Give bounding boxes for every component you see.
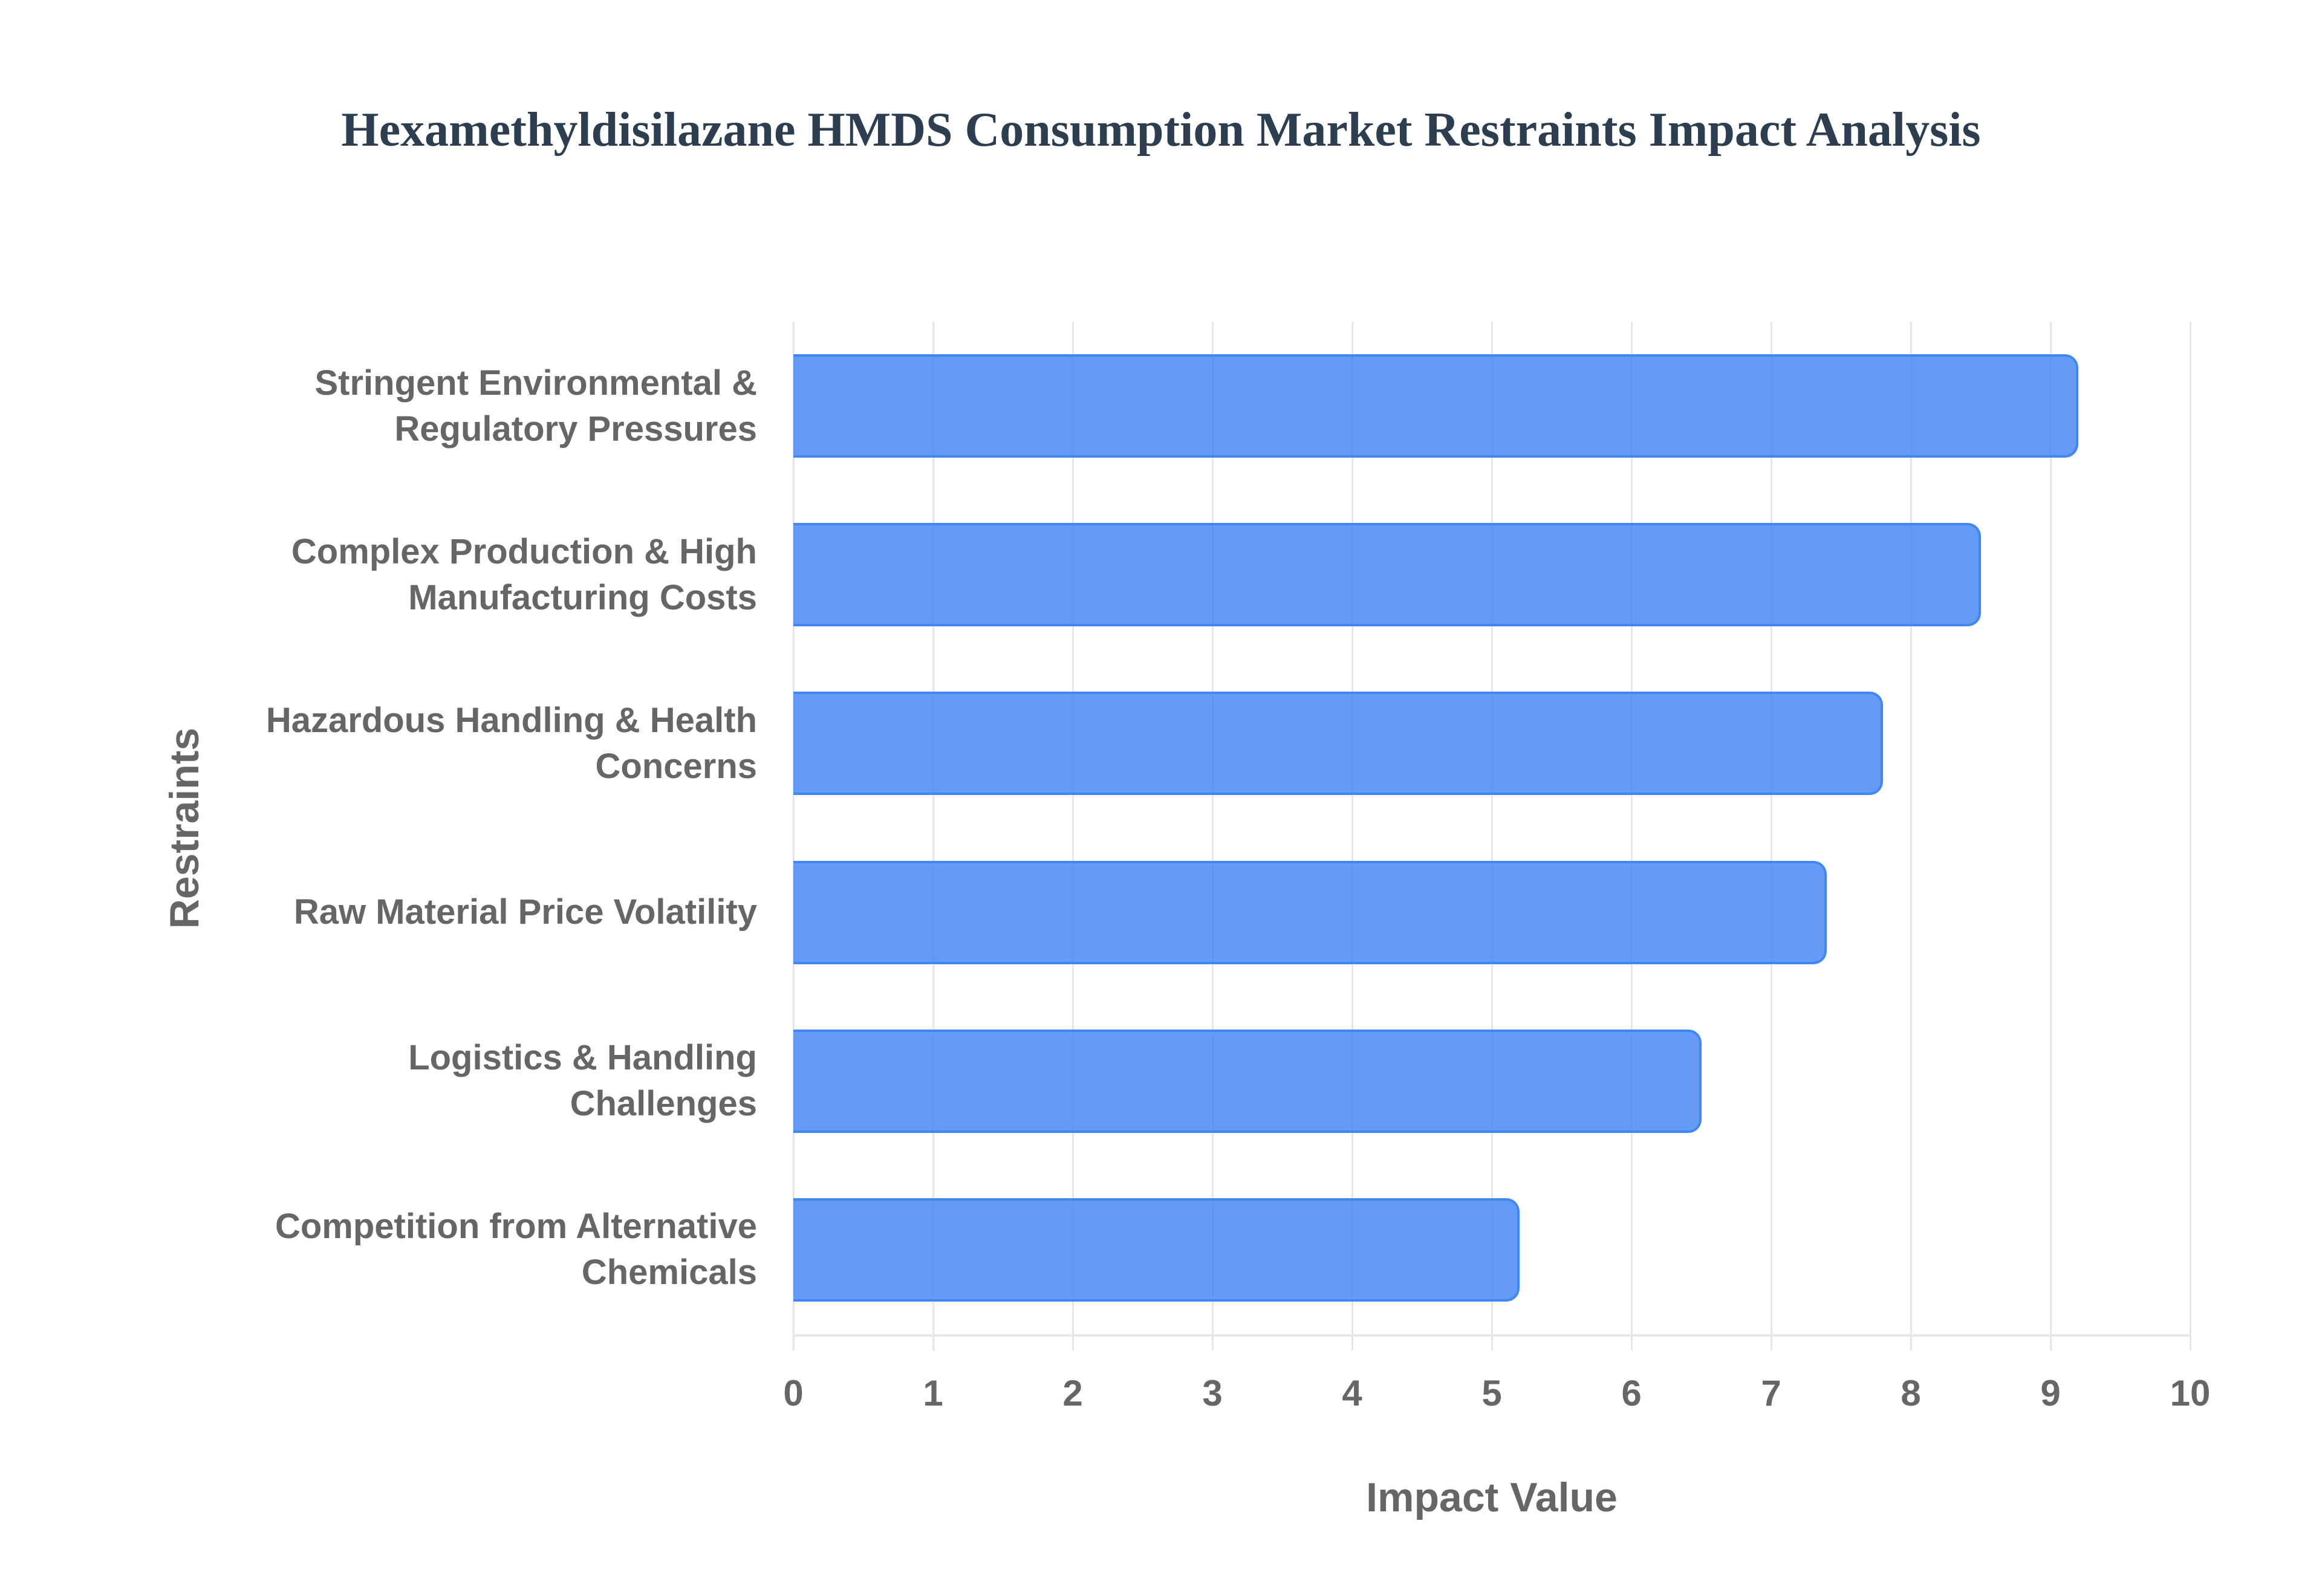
gridline: [2190, 322, 2191, 1351]
category-label-line: Challenges: [570, 1084, 757, 1124]
x-axis-line: [793, 1334, 2190, 1337]
category-label-line: Manufacturing Costs: [408, 577, 757, 617]
category-label-line: Competition from Alternative: [275, 1207, 757, 1247]
bar[interactable]: [793, 692, 1883, 796]
gridline: [1212, 322, 1214, 1351]
x-tick-label: 3: [1202, 1373, 1223, 1413]
category-label: Raw Material Price Volatility: [31, 828, 757, 997]
bar[interactable]: [793, 354, 2079, 458]
bar[interactable]: [793, 1198, 1520, 1302]
x-tick-label: 1: [923, 1373, 943, 1413]
x-tick-label: 4: [1342, 1373, 1362, 1413]
gridline: [1351, 322, 1353, 1351]
gridline: [1910, 322, 1912, 1351]
category-label-line: Complex Production & High: [291, 531, 757, 571]
category-label-line: Concerns: [595, 746, 757, 786]
category-label: Complex Production & High Manufacturing C…: [31, 490, 757, 659]
gridline: [1072, 322, 1074, 1351]
category-label: Stringent Environmental & Regulatory Pres…: [31, 322, 757, 490]
x-tick-label: 2: [1062, 1373, 1083, 1413]
bar[interactable]: [793, 1029, 1702, 1133]
category-label: Competition from Alternative Chemicals: [31, 1166, 757, 1334]
x-tick-label: 9: [2040, 1373, 2061, 1413]
plot-area: [793, 322, 2191, 1351]
gridline: [1771, 322, 1772, 1351]
category-label-line: Regulatory Pressures: [394, 409, 757, 449]
x-tick-label: 5: [1481, 1373, 1502, 1413]
category-label-line: Logistics & Handling: [408, 1038, 757, 1078]
x-tick-label: 10: [2170, 1373, 2211, 1413]
category-label-line: Stringent Environmental &: [314, 363, 757, 403]
gridline: [793, 322, 795, 1351]
x-tick-label: 8: [1901, 1373, 1921, 1413]
gridline: [2050, 322, 2052, 1351]
category-label-line: Hazardous Handling & Health: [265, 700, 757, 740]
x-tick-label: 6: [1621, 1373, 1642, 1413]
gridline: [1631, 322, 1633, 1351]
x-tick-label: 0: [783, 1373, 804, 1413]
chart-title: Hexamethyldisilazane HMDS Consumption Ma…: [341, 103, 1981, 157]
x-tick-label: 7: [1761, 1373, 1781, 1413]
gridline: [932, 322, 934, 1351]
category-label: Logistics & Handling Challenges: [31, 997, 757, 1166]
category-label: Hazardous Handling & Health Concerns: [31, 659, 757, 828]
category-label-line: Chemicals: [581, 1253, 757, 1293]
category-label-line: Raw Material Price Volatility: [293, 892, 757, 932]
x-axis-title: Impact Value: [1366, 1474, 1618, 1520]
bar[interactable]: [793, 523, 1981, 627]
bar[interactable]: [793, 860, 1827, 964]
gridline: [1491, 322, 1493, 1351]
